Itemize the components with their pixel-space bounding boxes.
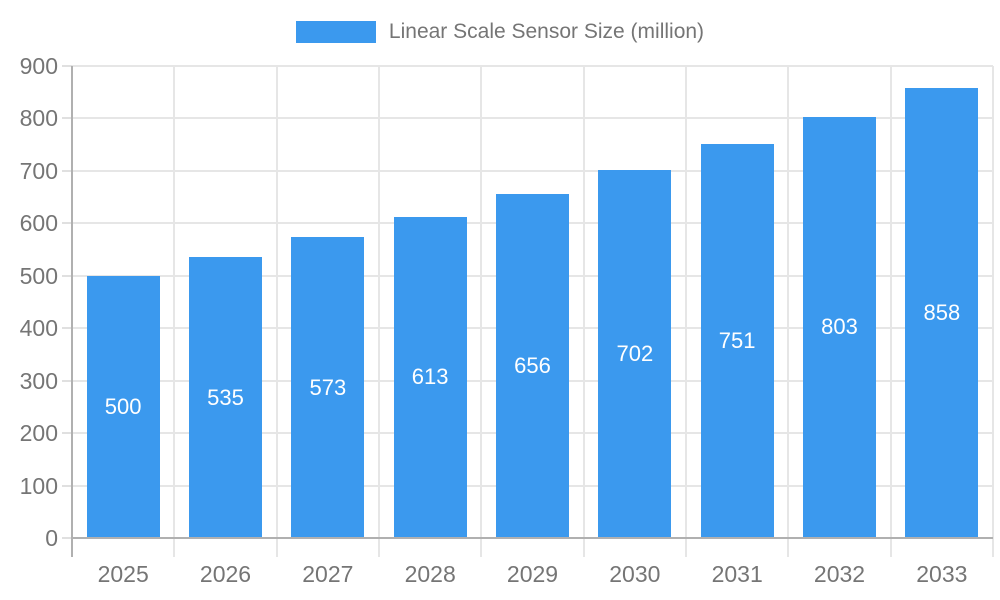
y-axis-line [71,66,73,557]
x-tick-label: 2029 [506,561,559,587]
x-tick-label: 2031 [711,561,763,587]
y-tick-label: 500 [19,262,58,289]
bar-value-label: 702 [616,340,654,366]
x-axis-tick [787,538,790,557]
y-axis-tick [62,65,72,67]
y-tick-label: 100 [19,472,58,499]
x-tick-label: 2030 [609,561,661,587]
y-axis-tick [62,537,72,539]
bar-value-label: 573 [309,374,347,400]
gridline-vertical [889,66,892,538]
y-axis-tick [62,222,72,225]
y-axis-tick [62,274,72,277]
y-tick-label: 700 [19,157,58,184]
legend[interactable]: Linear Scale Sensor Size (million) [0,20,1000,43]
bar[interactable]: 656 [496,193,569,538]
x-axis-tick [992,538,994,557]
x-axis-tick [173,538,176,557]
bar[interactable]: 613 [393,216,467,538]
y-axis-tick [62,327,72,330]
x-axis-tick [685,538,687,557]
y-tick-label: 200 [19,420,58,447]
bar-value-label: 751 [718,328,756,354]
gridline-vertical [992,66,994,538]
y-tick-label: 0 [45,525,58,551]
x-tick-label: 2028 [404,561,456,587]
x-axis-line [72,537,993,539]
y-axis-tick [62,169,72,172]
gridline-horizontal [72,65,993,67]
legend-label: Linear Scale Sensor Size (million) [388,20,705,43]
bar[interactable]: 500 [86,275,160,538]
bar[interactable]: 751 [700,144,774,538]
bar[interactable]: 573 [291,237,365,538]
x-tick-label: 2032 [813,561,866,587]
gridline-vertical [685,66,687,538]
bar-value-label: 535 [207,384,244,410]
bar[interactable]: 702 [598,169,672,538]
x-tick-label: 2033 [916,561,968,587]
gridline-vertical [582,66,585,538]
y-tick-label: 400 [19,315,58,342]
y-axis-tick [62,379,72,382]
x-axis-tick [480,538,483,557]
bar[interactable]: 803 [803,116,876,538]
gridline-vertical [787,66,790,538]
gridline-vertical [378,66,380,538]
bar-value-label: 656 [514,352,551,378]
bar-value-label: 613 [411,364,449,390]
bar[interactable]: 858 [905,88,979,538]
y-tick-label: 300 [19,367,58,394]
y-axis-tick [62,432,72,435]
gridline-vertical [480,66,483,538]
x-axis-tick [582,538,585,557]
bar-value-label: 803 [821,314,858,340]
bar-value-label: 500 [104,393,142,419]
legend-swatch-icon [295,21,376,43]
x-axis-tick [378,538,380,557]
gridline-vertical [275,66,278,538]
gridline-horizontal [72,117,993,120]
x-tick-label: 2025 [97,561,149,587]
x-tick-label: 2026 [199,561,252,587]
y-tick-label: 600 [19,210,58,237]
y-tick-label: 800 [19,105,58,132]
y-axis-tick [62,484,72,487]
bar-value-label: 858 [923,300,961,325]
x-tick-label: 2027 [302,561,354,587]
x-axis-tick [275,538,278,557]
bar[interactable]: 535 [189,257,262,538]
gridline-vertical [173,66,176,538]
y-axis-tick [62,117,72,120]
y-tick-label: 900 [19,53,58,79]
gridline-horizontal [72,169,993,172]
x-axis-tick [889,538,892,557]
